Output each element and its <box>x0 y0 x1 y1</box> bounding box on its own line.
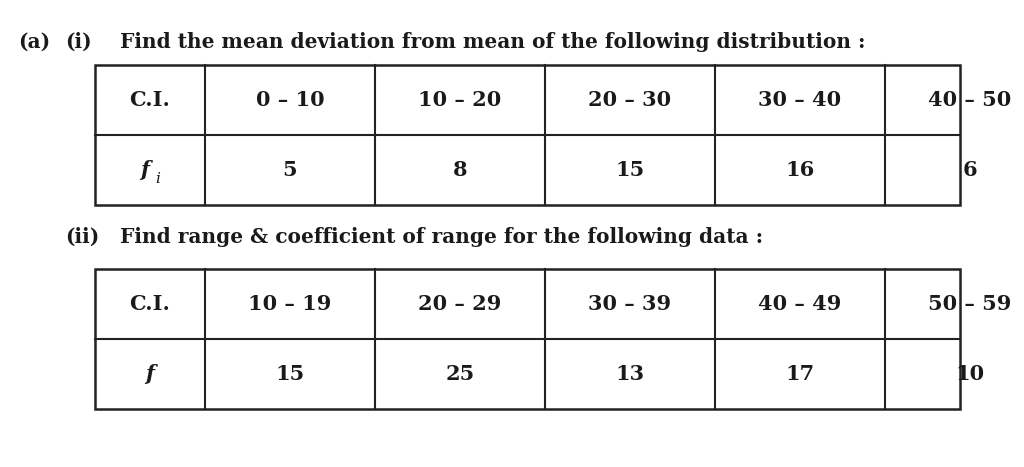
Text: (ii): (ii) <box>65 227 99 247</box>
Text: 20 – 30: 20 – 30 <box>589 90 672 110</box>
Text: 40 – 50: 40 – 50 <box>929 90 1012 110</box>
Text: 20 – 29: 20 – 29 <box>419 294 502 314</box>
Text: Find the mean deviation from mean of the following distribution :: Find the mean deviation from mean of the… <box>120 32 865 52</box>
Bar <box>95 65 961 205</box>
Bar <box>95 269 961 409</box>
Text: 10: 10 <box>955 364 984 384</box>
Text: 17: 17 <box>785 364 814 384</box>
Text: f: f <box>145 364 155 384</box>
Text: (i): (i) <box>65 32 91 52</box>
Text: 13: 13 <box>615 364 644 384</box>
Text: 6: 6 <box>963 160 977 180</box>
Text: 30 – 39: 30 – 39 <box>589 294 672 314</box>
Text: 15: 15 <box>615 160 645 180</box>
Text: C.I.: C.I. <box>130 294 170 314</box>
Text: (a): (a) <box>18 32 50 52</box>
Text: f: f <box>140 160 150 180</box>
Text: C.I.: C.I. <box>130 90 170 110</box>
Text: 10 – 20: 10 – 20 <box>419 90 502 110</box>
Text: i: i <box>156 172 161 186</box>
Text: 40 – 49: 40 – 49 <box>759 294 842 314</box>
Text: 16: 16 <box>785 160 815 180</box>
Text: Find range & coefficient of range for the following data :: Find range & coefficient of range for th… <box>120 227 763 247</box>
Text: 8: 8 <box>453 160 467 180</box>
Text: 30 – 40: 30 – 40 <box>759 90 842 110</box>
Text: 50 – 59: 50 – 59 <box>929 294 1012 314</box>
Text: 25: 25 <box>445 364 475 384</box>
Text: 15: 15 <box>275 364 304 384</box>
Text: 5: 5 <box>283 160 297 180</box>
Text: 10 – 19: 10 – 19 <box>248 294 332 314</box>
Text: 0 – 10: 0 – 10 <box>256 90 325 110</box>
